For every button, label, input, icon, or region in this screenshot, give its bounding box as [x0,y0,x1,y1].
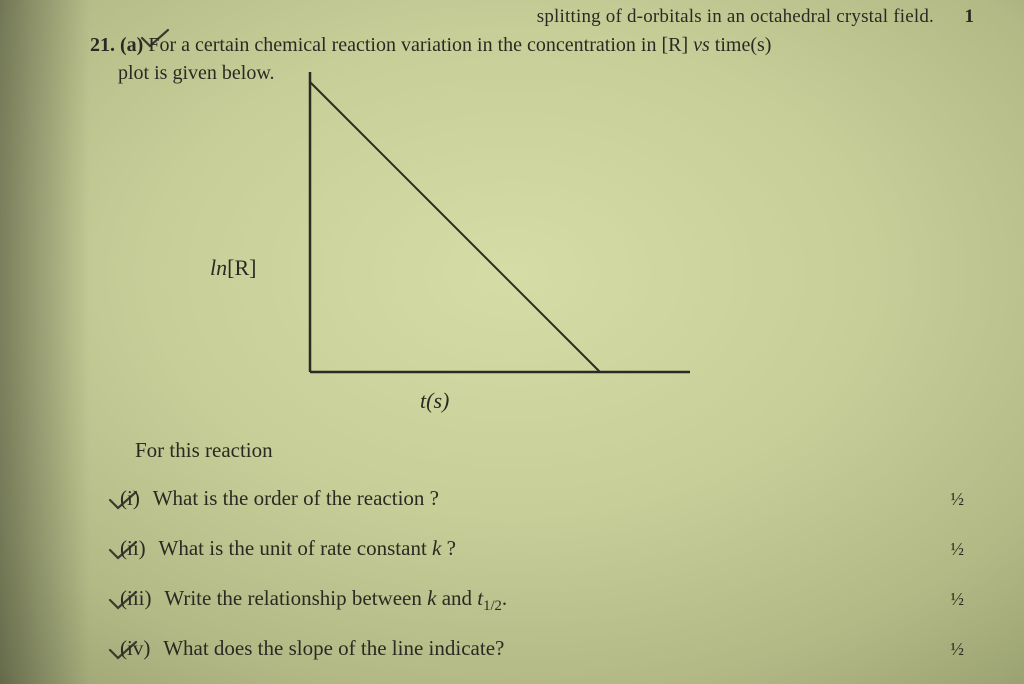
k-italic: k [432,536,441,560]
sub-marks: ½ [924,489,964,510]
sub-question-iii: (iii) Write the relationship between k a… [120,586,964,615]
sub-marks: ½ [924,539,964,560]
question-line-2: plot is given below. [118,62,274,85]
x-label-text: t(s) [420,388,449,413]
sub-question-i: (i) What is the order of the reaction ? … [120,486,964,511]
sub-text: What does the slope of the line indicate… [163,636,504,660]
question-line-1: 21. (a) For a certain chemical reaction … [90,34,964,57]
graph-data-line [310,82,600,372]
t-half-sub: 1/2 [483,598,502,614]
question-text-1a: For a certain chemical reaction variatio… [148,34,693,56]
concentration-time-graph [290,72,700,402]
page-content: splitting of d-orbitals in an octahedral… [0,0,1024,684]
graph-y-label: ln[R] [210,255,256,281]
sub-text-pre: Write the relationship between [164,586,427,610]
sub-text: What is the order of the reaction ? [153,486,439,510]
question-number: 21. [90,34,115,56]
sub-idx: (iii) [120,586,152,610]
prev-question-mark: 1 [965,6,975,28]
question-text-1b: time(s) [710,34,772,56]
prev-question-fragment: splitting of d-orbitals in an octahedral… [537,6,934,28]
question-part: (a) [120,34,143,56]
sub-marks: ½ [924,639,964,660]
sub-question-ii: (ii) What is the unit of rate constant k… [120,536,964,561]
sub-mid: and [436,586,477,610]
sub-idx: (iv) [120,636,150,660]
y-label-R: [R] [227,255,256,280]
sub-question-iv: (iv) What does the slope of the line ind… [120,636,964,661]
vs-italic: vs [693,34,710,56]
sub-text-post: ? [441,536,456,560]
sub-idx: (i) [120,486,140,510]
sub-idx: (ii) [120,536,146,560]
sub-marks: ½ [924,589,964,610]
sub-tail: . [502,586,507,610]
sub-text-pre: What is the unit of rate constant [159,536,433,560]
y-label-ln: ln [210,255,227,280]
for-this-reaction: For this reaction [135,438,273,463]
graph-x-label: t(s) [420,388,449,414]
